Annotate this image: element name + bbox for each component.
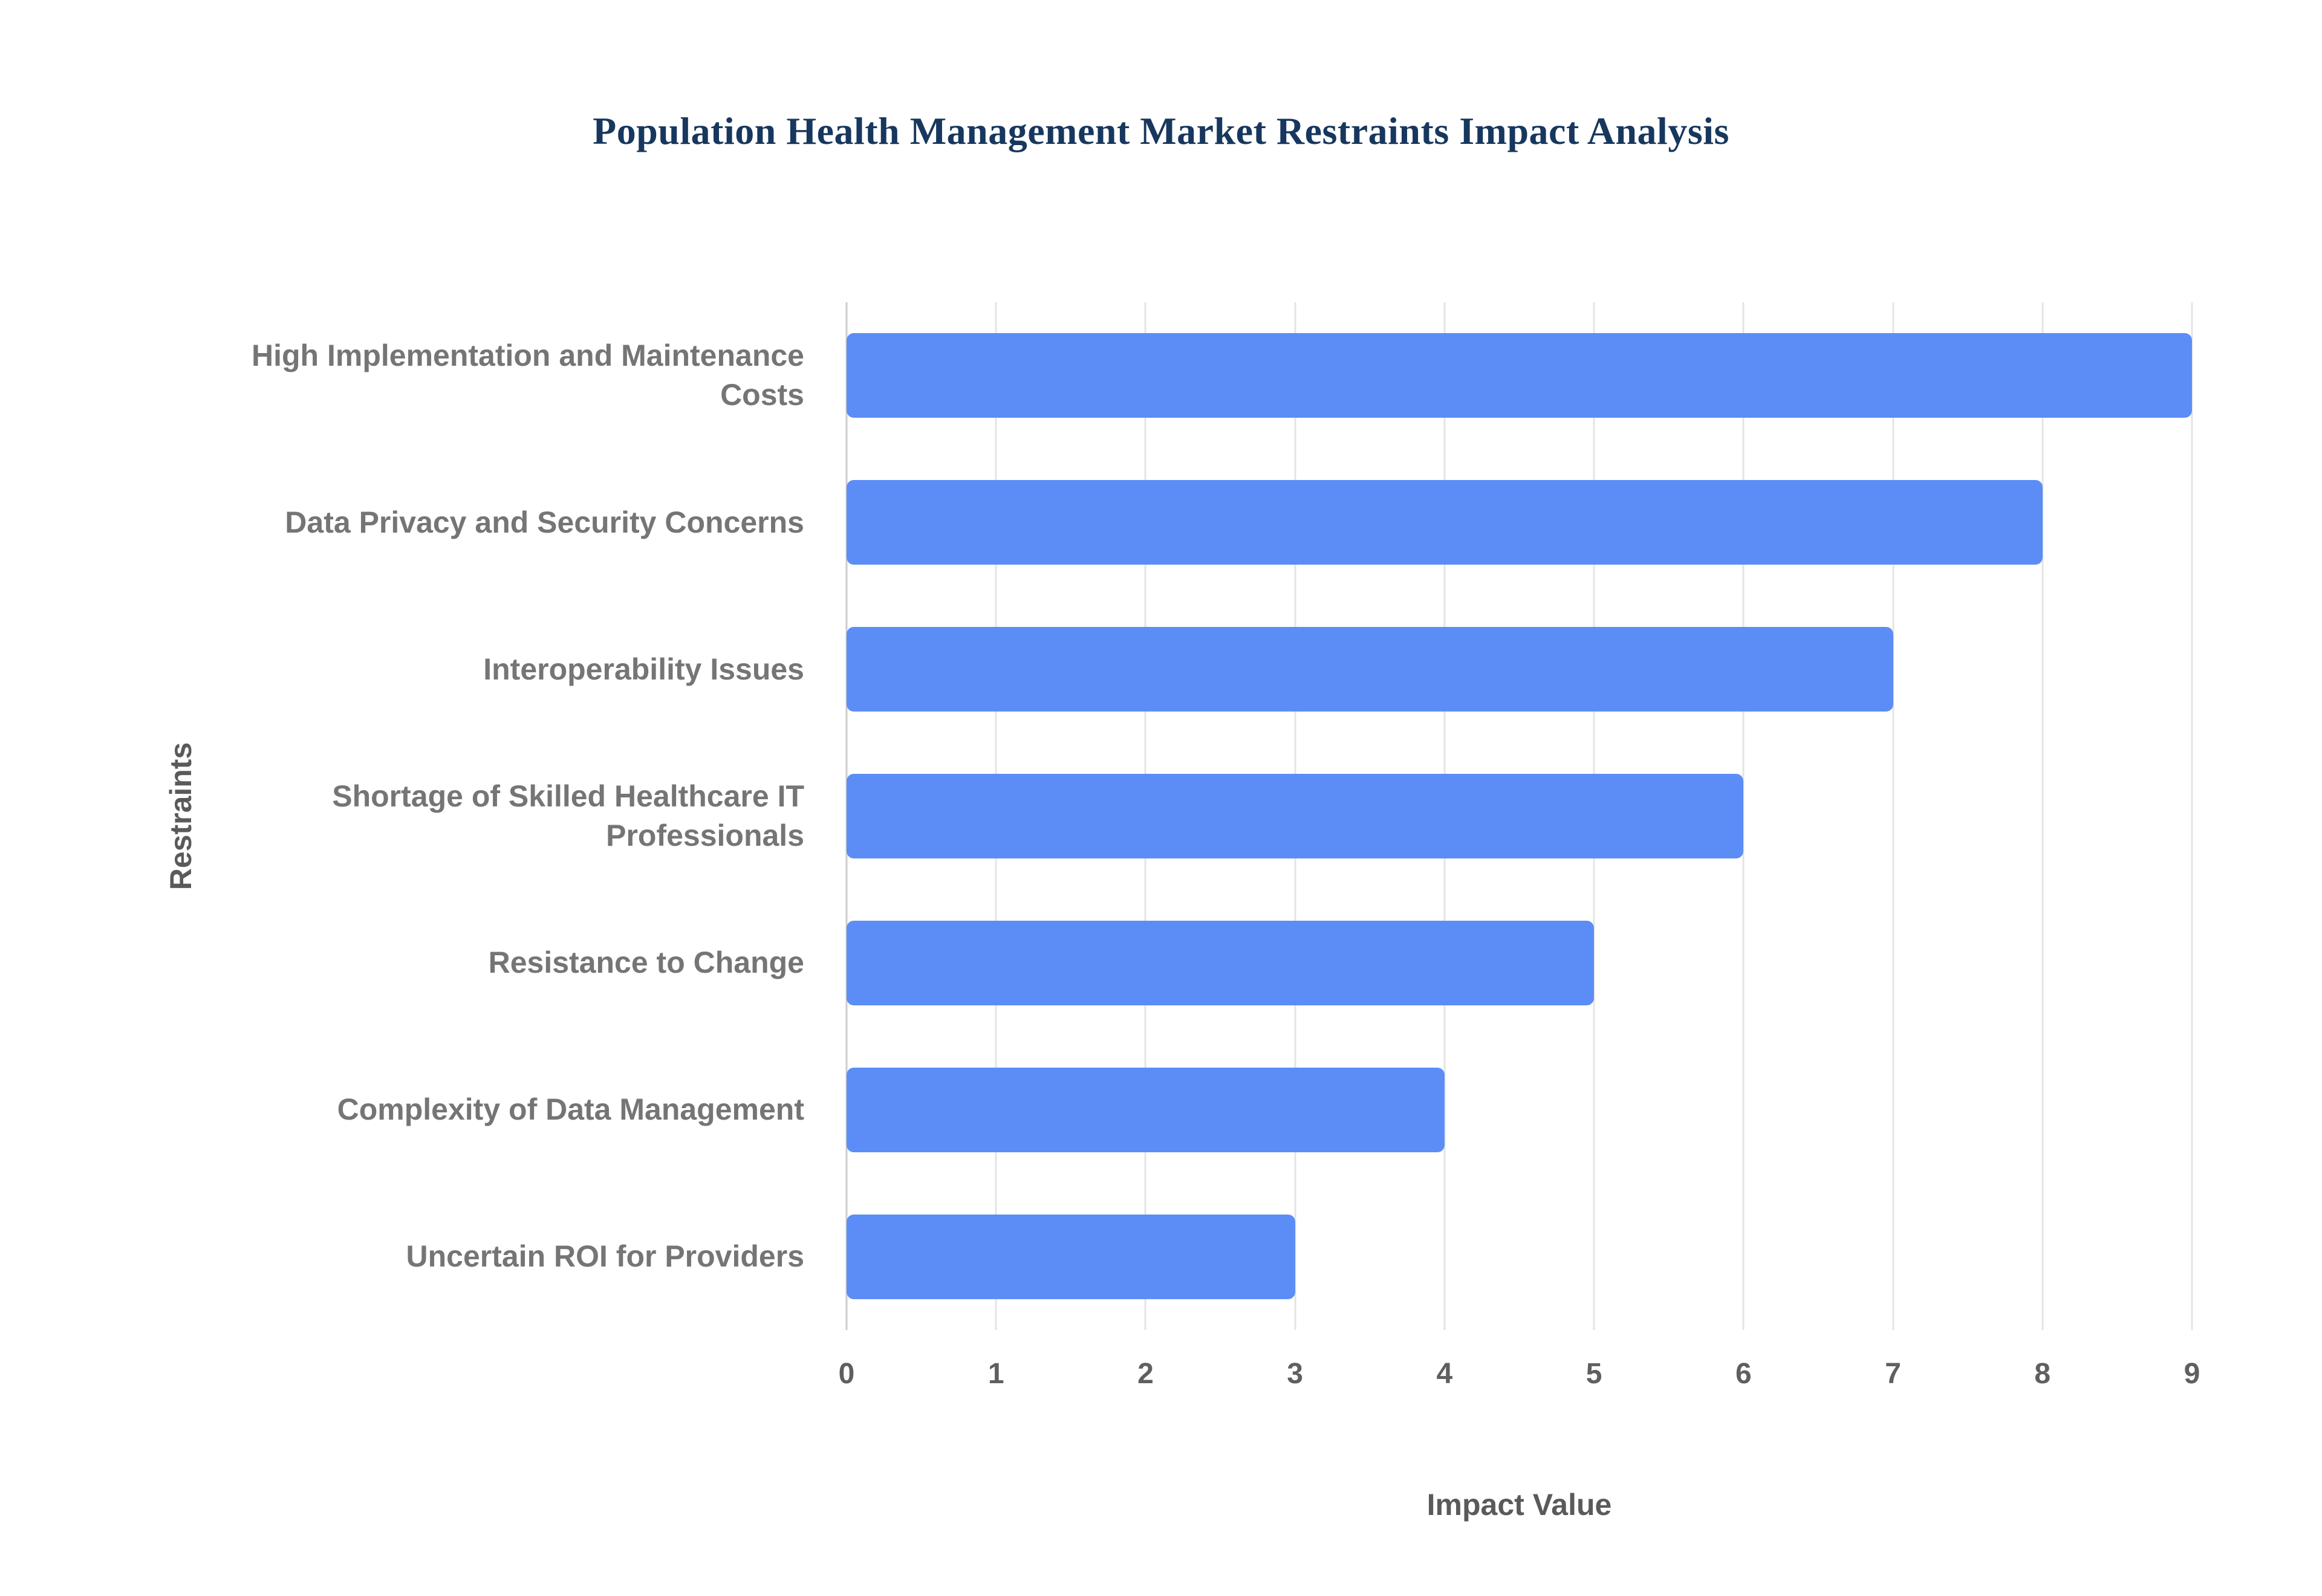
bar: [847, 1214, 1295, 1299]
gridline: [2191, 302, 2193, 1330]
x-tick-label: 5: [1585, 1358, 1602, 1390]
bar-rows: [847, 302, 2192, 1330]
x-axis-ticks: 0 1 2 3 4 5 6 7 8 9: [839, 1357, 2200, 1406]
x-axis-label: Impact Value: [1426, 1488, 1612, 1522]
y-tick-label: Interoperability Issues: [483, 652, 804, 686]
y-tick-label: Uncertain ROI for Providers: [406, 1239, 805, 1274]
y-tick-label: Resistance to Change: [488, 946, 804, 980]
y-tick-label: Data Privacy and Security Concerns: [285, 505, 804, 539]
bar-row: [847, 596, 2192, 743]
bar: [847, 1067, 1445, 1152]
gridline: [1742, 302, 1745, 1330]
x-tick-label: 3: [1287, 1358, 1304, 1390]
bar: [847, 333, 2192, 418]
x-tick-label: 9: [2184, 1358, 2200, 1390]
x-tick-label: 8: [2034, 1358, 2051, 1390]
x-tick-label: 1: [987, 1358, 1004, 1390]
bar: [847, 480, 2043, 565]
gridline: [1892, 302, 1894, 1330]
bar-row: [847, 449, 2192, 596]
bar: [847, 774, 1744, 858]
y-axis-category-labels: High Implementation and Maintenance Cost…: [0, 302, 804, 1330]
bar-row: [847, 889, 2192, 1036]
bar-row: [847, 1183, 2192, 1330]
bar: [847, 920, 1595, 1005]
bar-row: [847, 743, 2192, 890]
x-tick-label: 6: [1735, 1358, 1752, 1390]
y-tick-label: Complexity of Data Management: [337, 1092, 804, 1127]
x-tick-label: 7: [1885, 1358, 1901, 1390]
x-tick-label: 2: [1137, 1358, 1154, 1390]
bar-row: [847, 1036, 2192, 1183]
x-tick-label: 4: [1436, 1358, 1453, 1390]
bar: [847, 627, 1893, 712]
bar-row: [847, 302, 2192, 449]
y-tick-label: High Implementation and Maintenance Cost…: [252, 339, 804, 412]
gridline: [2041, 302, 2044, 1330]
y-axis-label: Restraints: [164, 742, 198, 890]
chart-title: Population Health Management Market Rest…: [593, 109, 1729, 152]
x-tick-label: 0: [838, 1358, 855, 1390]
y-tick-label: Shortage of Skilled Healthcare IT Profes…: [332, 779, 804, 852]
plot-area: [845, 302, 2193, 1330]
